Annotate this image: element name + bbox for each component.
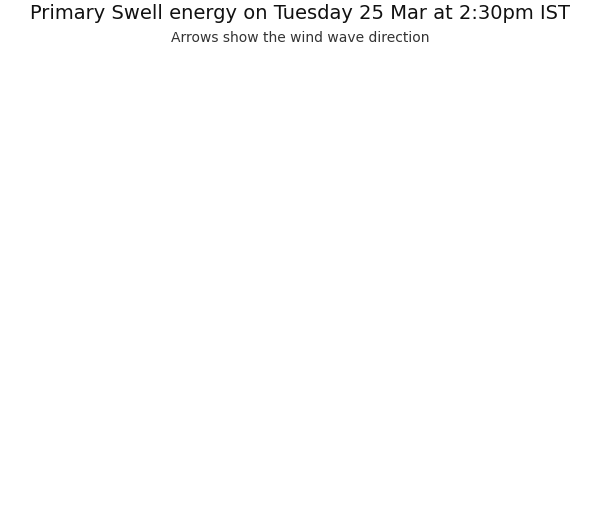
Text: Primary Swell energy on Tuesday 25 Mar at 2:30pm IST: Primary Swell energy on Tuesday 25 Mar a… — [31, 4, 570, 23]
Text: Map requires cartopy: Map requires cartopy — [212, 271, 389, 290]
Text: Arrows show the wind wave direction: Arrows show the wind wave direction — [171, 31, 430, 46]
